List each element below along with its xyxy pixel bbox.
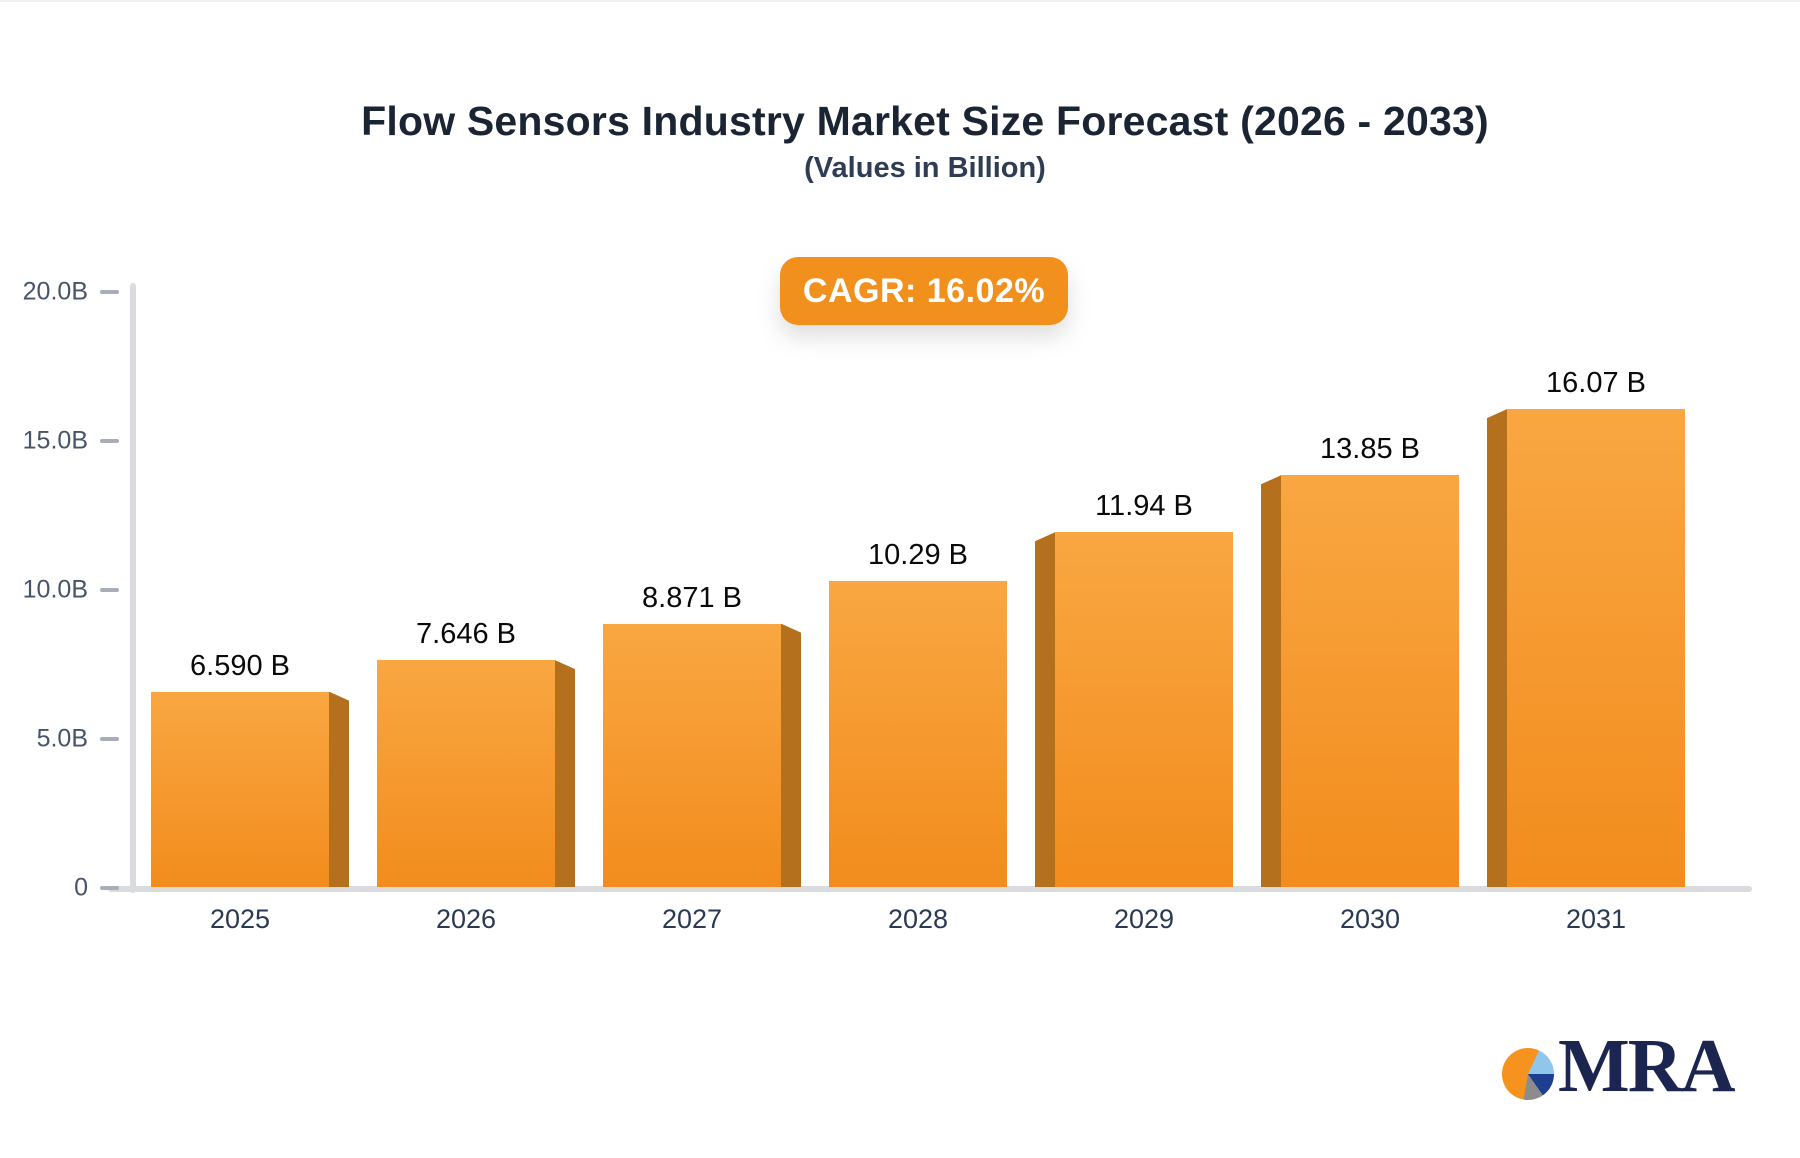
chart-subtitle: (Values in Billion): [804, 152, 1046, 184]
bar-value-label: 10.29 B: [868, 539, 968, 572]
cagr-badge: CAGR: 16.02%: [780, 257, 1068, 325]
bar-value-label: 8.871 B: [642, 581, 742, 614]
bar-value-label: 7.646 B: [416, 618, 516, 651]
x-tick-label: 2025: [209, 904, 271, 934]
bar-value-label: 6.590 B: [190, 649, 290, 682]
bar-2031: [1507, 409, 1685, 887]
bar-2029: [1055, 532, 1233, 887]
y-tick-mark: [100, 886, 119, 890]
bar-value-label: 16.07 B: [1546, 367, 1646, 400]
bar-2027: [603, 623, 781, 887]
x-tick-label: 2026: [435, 904, 497, 934]
y-tick-label: 10.0B: [22, 575, 88, 604]
x-tick-label: 2030: [1339, 904, 1401, 934]
x-tick-label: 2028: [887, 904, 949, 934]
bar-2025: [151, 691, 329, 887]
chart-title: Flow Sensors Industry Market Size Foreca…: [361, 98, 1489, 144]
y-tick-mark: [100, 439, 119, 443]
bar-2026: [377, 660, 555, 887]
y-tick-label: 5.0B: [36, 724, 88, 753]
x-axis-line: [108, 886, 1752, 892]
y-tick-mark: [100, 290, 119, 294]
bar-3d-side: [555, 660, 575, 887]
y-tick-label: 0: [74, 873, 88, 902]
x-tick-label: 2027: [661, 904, 723, 934]
bar-3d-side: [1487, 409, 1507, 887]
pie-chart-logo-icon: [1502, 1048, 1554, 1100]
bar-3d-side: [329, 691, 349, 887]
y-tick-label: 15.0B: [22, 426, 88, 455]
bar-3d-side: [1261, 475, 1281, 887]
cagr-badge-label: CAGR: 16.02%: [802, 271, 1046, 310]
bar-3d-side: [1035, 532, 1055, 887]
bar-2028: [829, 581, 1007, 887]
y-tick-label: 20.0B: [22, 277, 88, 306]
mra-logo-text: MRA: [1558, 1024, 1736, 1108]
bar-3d-side: [781, 623, 801, 887]
y-tick-mark: [100, 737, 119, 741]
mra-logo: MRA: [1502, 1024, 1736, 1108]
x-tick-label: 2029: [1113, 904, 1175, 934]
y-axis-line: [130, 283, 136, 893]
bar-2030: [1281, 475, 1459, 887]
x-tick-label: 2031: [1565, 904, 1627, 934]
bar-value-label: 13.85 B: [1320, 433, 1420, 466]
y-tick-mark: [100, 588, 119, 592]
bar-value-label: 11.94 B: [1095, 490, 1193, 523]
